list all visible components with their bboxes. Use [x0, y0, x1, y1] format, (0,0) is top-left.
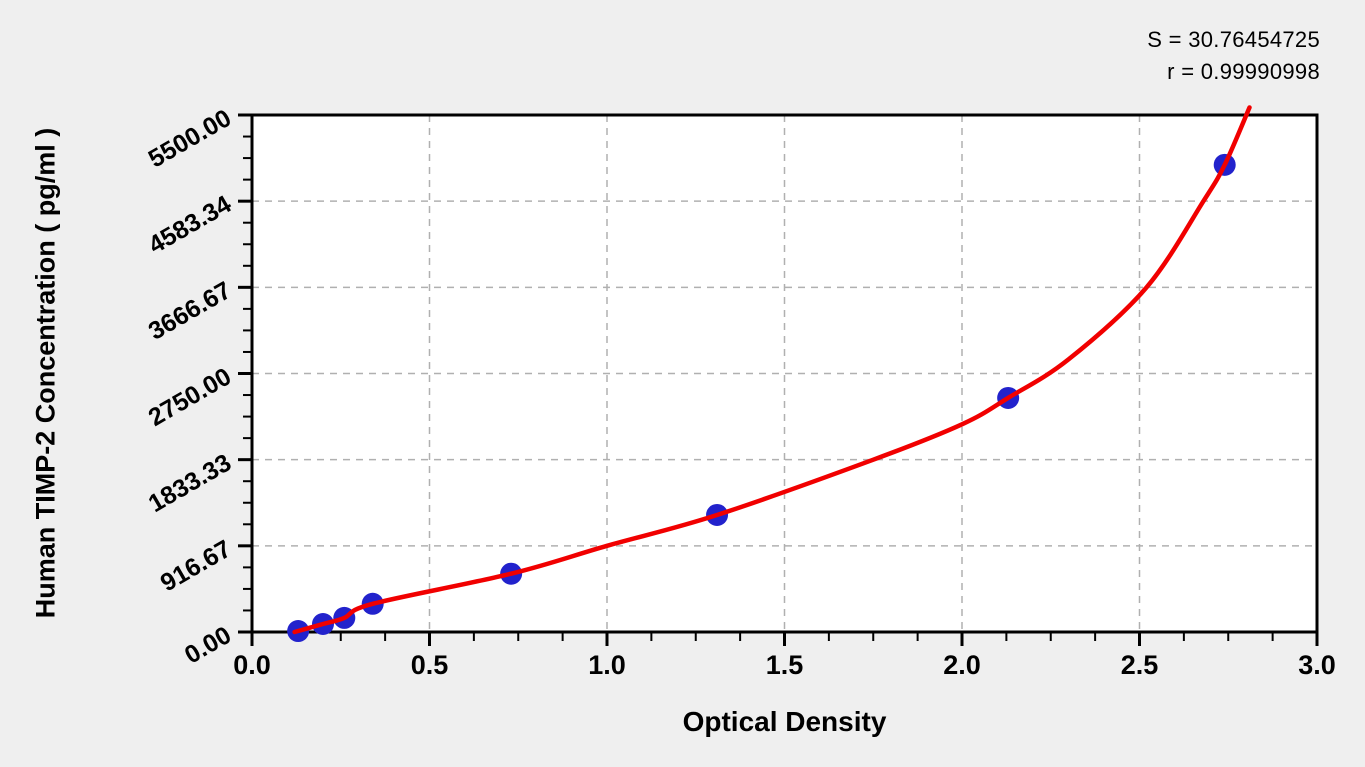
- fit-r-value: r = 0.99990998: [1167, 59, 1320, 84]
- fit-s-value: S = 30.76454725: [1147, 27, 1320, 52]
- y-axis-title-text: Human TIMP-2 Concentration ( pg/ml ): [30, 127, 61, 619]
- x-tick-label: 3.0: [1298, 650, 1336, 680]
- plot-frame: [250, 113, 1319, 634]
- x-tick-label: 2.5: [1121, 650, 1159, 680]
- y-tick-label: 916.67: [156, 535, 236, 597]
- x-tick-label: 1.0: [588, 650, 626, 680]
- x-tick-label: 0.5: [411, 650, 449, 680]
- y-tick-label: 4583.34: [144, 190, 236, 259]
- y-tick-label: 1833.33: [144, 449, 236, 518]
- y-tick-label: 3666.67: [144, 276, 236, 345]
- x-tick-label: 0.0: [233, 650, 271, 680]
- fit-statistics: S = 30.76454725 r = 0.99990998: [1147, 24, 1320, 88]
- y-tick-label: 2750.00: [144, 362, 236, 431]
- fitted-curve: [292, 105, 1252, 635]
- y-tick-label: 0.00: [180, 621, 236, 670]
- x-tick-label: 1.5: [766, 650, 804, 680]
- y-tick-label: 5500.00: [144, 104, 236, 173]
- x-tick-label: 2.0: [943, 650, 981, 680]
- x-axis-title: Optical Density: [682, 706, 887, 737]
